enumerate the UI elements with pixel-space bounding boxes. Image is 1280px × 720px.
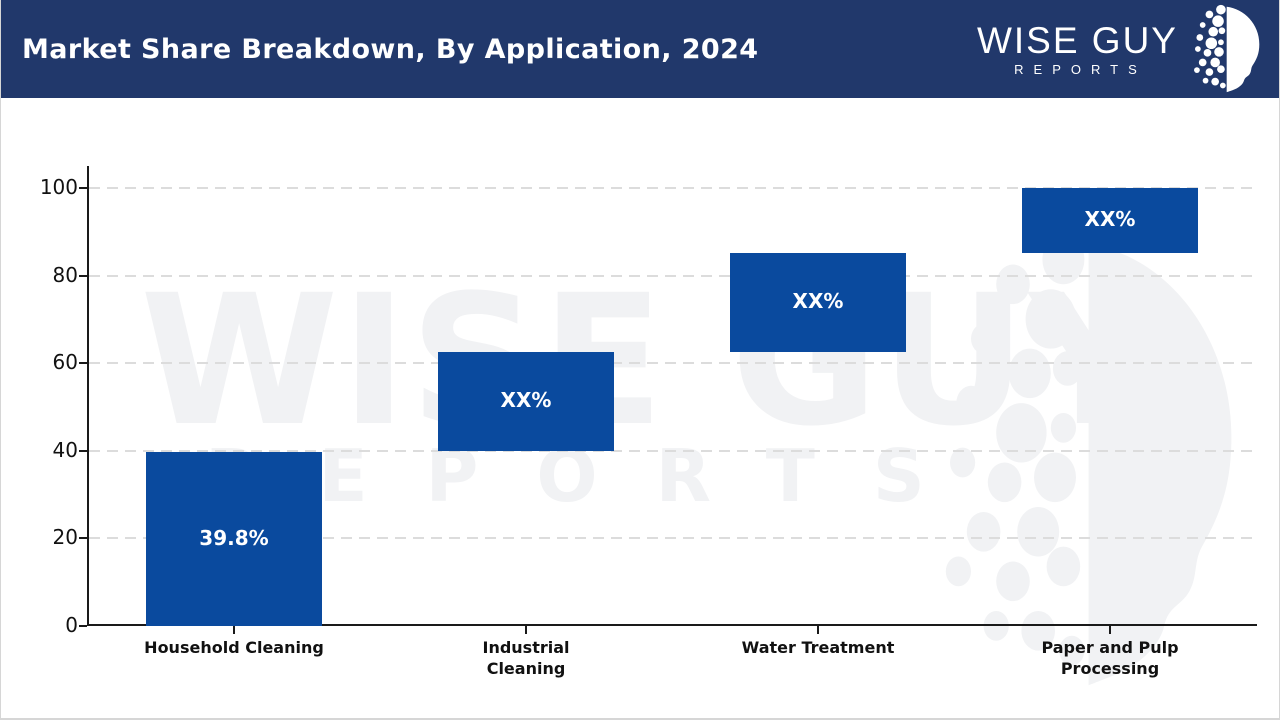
bar-value-label: XX% [792,289,844,314]
logo-head-icon [1194,4,1260,93]
y-tick-label-100: 100 [39,175,78,199]
y-tick-mark [79,625,87,627]
gridline-60 [89,362,1256,365]
wiseguy-logo: WISE GUY REPORTS [977,0,1280,98]
y-axis-line [87,166,89,626]
bar-paper-and-pulp-processing: XX% [1022,188,1198,253]
y-tick-label-40: 40 [52,437,78,462]
x-axis-label-industrial-cleaning: Industrial Cleaning [482,638,570,678]
x-axis-label-water-treatment: Water Treatment [741,638,895,657]
gridline-100 [89,187,1256,189]
header-bar: Market Share Breakdown, By Application, … [0,0,1280,98]
bar-industrial-cleaning: XX% [438,351,614,451]
bar-value-label: 39.8% [199,525,269,550]
x-tick-mark [233,626,235,634]
x-tick-mark [525,626,527,634]
bar-value-label: XX% [1084,207,1136,232]
y-tick-label-20: 20 [52,525,78,550]
y-tick-mark [79,187,87,189]
gridline-80 [89,274,1256,277]
y-tick-mark [79,362,87,365]
logo-subtitle: REPORTS [1014,61,1147,77]
y-tick-label-0: 0 [65,613,78,637]
chart-title: Market Share Breakdown, By Application, … [22,33,759,65]
x-axis-line [87,624,1257,626]
gridline-40 [89,449,1256,452]
y-tick-mark [79,537,87,540]
y-tick-label-80: 80 [52,262,78,287]
bar-value-label: XX% [500,388,552,413]
bar-water-treatment: XX% [730,252,906,352]
y-tick-mark [79,449,87,452]
x-axis-label-household-cleaning: Household Cleaning [144,638,324,657]
y-tick-label-60: 60 [52,350,78,375]
plot-area: 0 20 40 60 80 100 39.8% Household Cleaning XX% In… [0,98,1280,720]
x-tick-mark [1109,626,1111,634]
logo-wordmark: WISE GUY [976,19,1178,61]
x-axis-label-paper-and-pulp-processing: Paper and Pulp Processing [1041,638,1179,678]
gridline-20 [89,537,1256,540]
x-tick-mark [817,626,819,634]
bar-household-cleaning: 39.8% [146,451,322,626]
y-tick-mark [79,274,87,277]
